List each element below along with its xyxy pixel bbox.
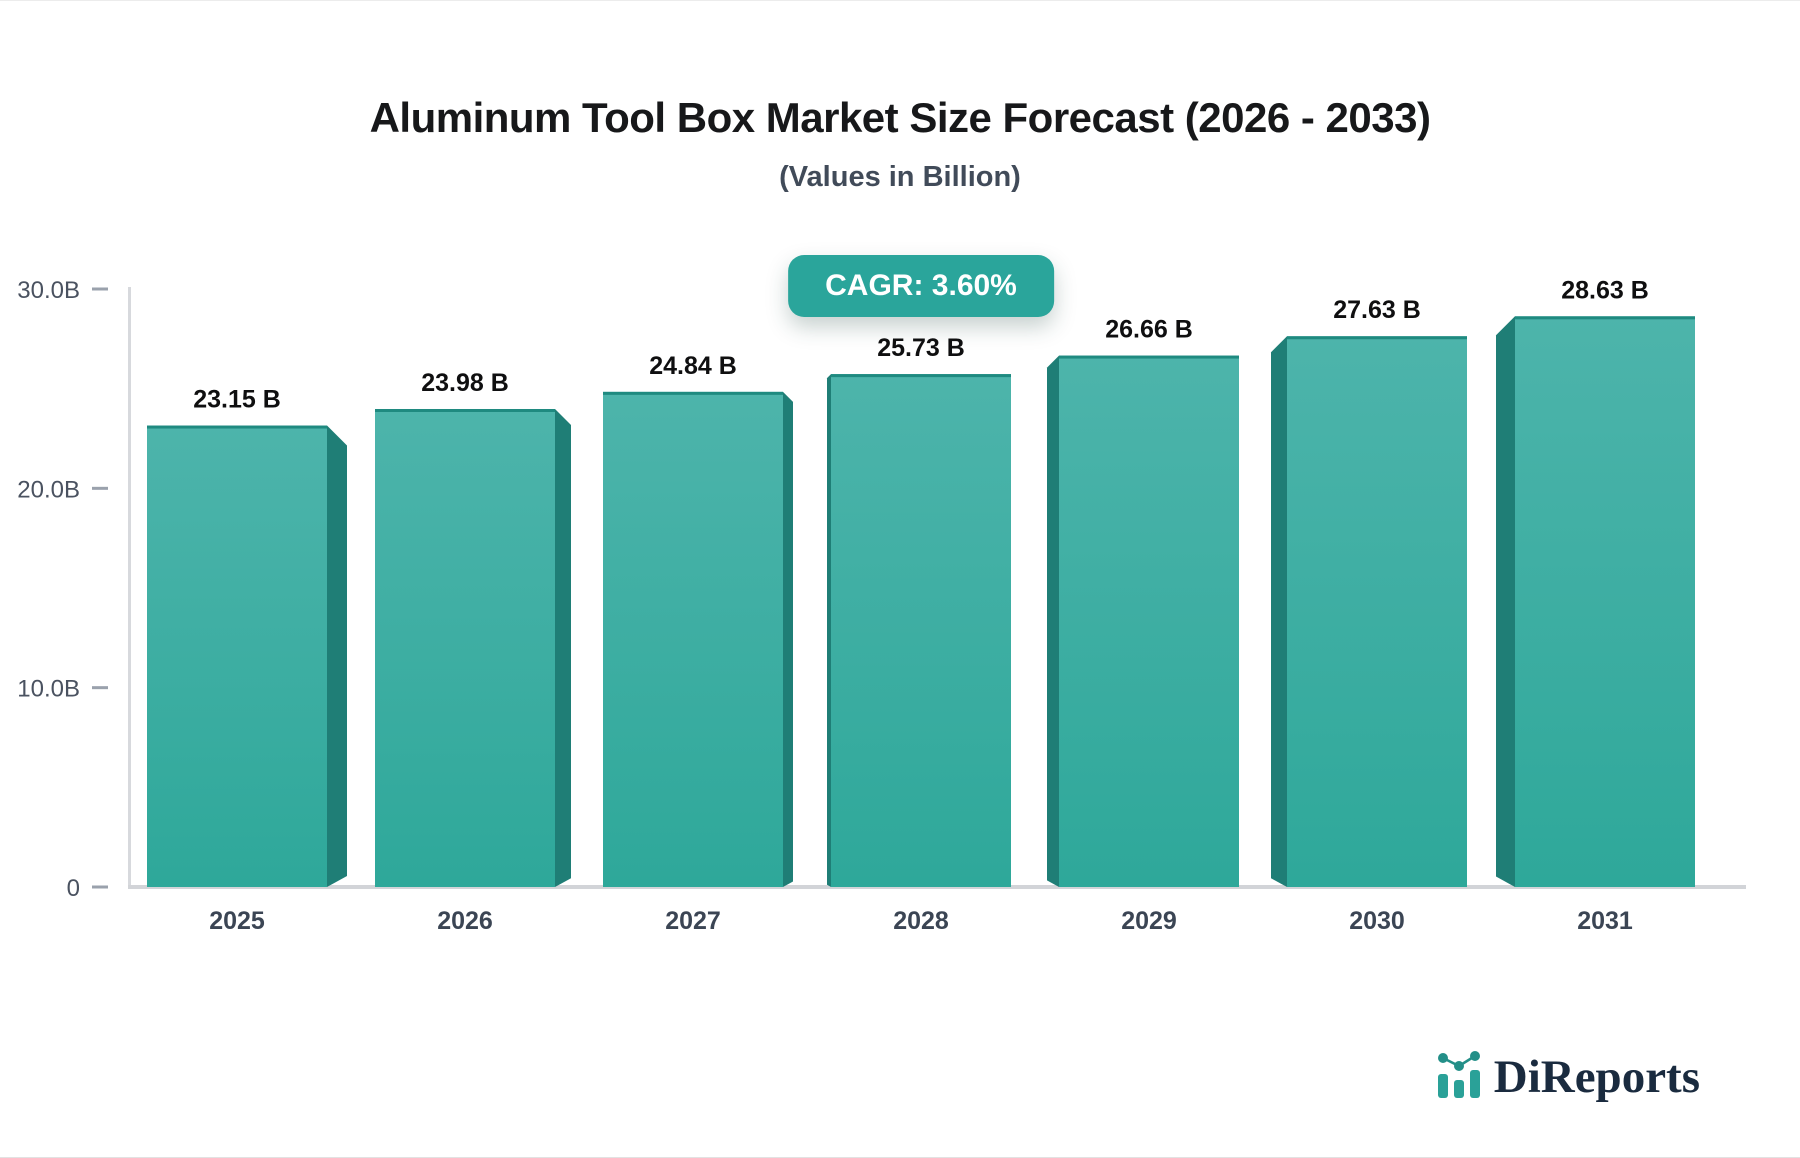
y-axis-tick-label: 0 <box>67 875 80 902</box>
bar-top-edge <box>375 408 555 412</box>
x-axis-label-2031: 2031 <box>1577 907 1633 935</box>
bar-top-edge <box>1515 316 1695 320</box>
x-axis-label-2028: 2028 <box>893 907 949 935</box>
bar-top-edge <box>1287 336 1467 340</box>
y-axis-tick-label: 20.0B <box>17 476 80 503</box>
bar-2030[interactable] <box>1287 336 1467 887</box>
bar-2025[interactable] <box>147 425 327 887</box>
direports-logo[interactable]: DiReports <box>1435 1045 1700 1101</box>
bar-value-label-2029: 26.66 B <box>1105 316 1193 344</box>
chart-subtitle: (Values in Billion) <box>779 161 1021 194</box>
x-axis-label-2027: 2027 <box>665 907 721 935</box>
bar-top-edge <box>1059 355 1239 359</box>
y-axis-tick <box>92 686 108 690</box>
bar-value-label-2025: 23.15 B <box>193 386 281 414</box>
y-axis-tick <box>92 885 108 889</box>
bar-value-label-2026: 23.98 B <box>421 369 509 397</box>
bar-2031[interactable] <box>1515 316 1695 887</box>
bar-value-label-2028: 25.73 B <box>877 334 965 362</box>
logo-text: DiReports <box>1493 1051 1700 1103</box>
bar-value-label-2030: 27.63 B <box>1333 296 1421 324</box>
x-axis-label-2030: 2030 <box>1349 907 1405 935</box>
bar-side-2031 <box>1496 316 1515 887</box>
bar-side-2029 <box>1047 355 1059 887</box>
x-axis-label-2029: 2029 <box>1121 907 1177 935</box>
bar-2026[interactable] <box>375 408 555 887</box>
chart-title: Aluminum Tool Box Market Size Forecast (… <box>369 94 1431 141</box>
bar-2027[interactable] <box>603 391 783 887</box>
bars <box>147 316 1695 887</box>
labels: 23.15 B 2025 23.98 B 2026 24.84 B 2027 25.73 B… <box>193 276 1649 935</box>
x-axis-label-2026: 2026 <box>437 907 493 935</box>
bar-top-edge <box>147 425 327 429</box>
bar-top-edge <box>603 391 783 395</box>
y-axis-tick-label: 10.0B <box>17 676 80 703</box>
bar-2028[interactable] <box>831 374 1011 887</box>
y-axis-tick-label: 30.0B <box>17 277 80 304</box>
bar-top-edge <box>831 374 1011 378</box>
cagr-badge: CAGR: 3.60% <box>788 255 1054 317</box>
bar-chart-trend-icon <box>1437 1051 1480 1098</box>
bar-2029[interactable] <box>1059 355 1239 887</box>
bar-side-2030 <box>1271 336 1287 887</box>
bar-side-2027 <box>783 391 793 887</box>
y-axis-tick <box>92 287 108 291</box>
bar-side-2028 <box>827 374 831 887</box>
bar-value-label-2027: 24.84 B <box>649 352 737 380</box>
chart-header: Aluminum Tool Box Market Size Forecast (… <box>0 94 1800 194</box>
y-axis-tick <box>92 486 108 490</box>
x-axis-label-2025: 2025 <box>209 907 265 935</box>
bar-side-2026 <box>555 408 571 887</box>
bar-side-2025 <box>327 425 347 887</box>
bar-value-label-2031: 28.63 B <box>1561 276 1649 304</box>
